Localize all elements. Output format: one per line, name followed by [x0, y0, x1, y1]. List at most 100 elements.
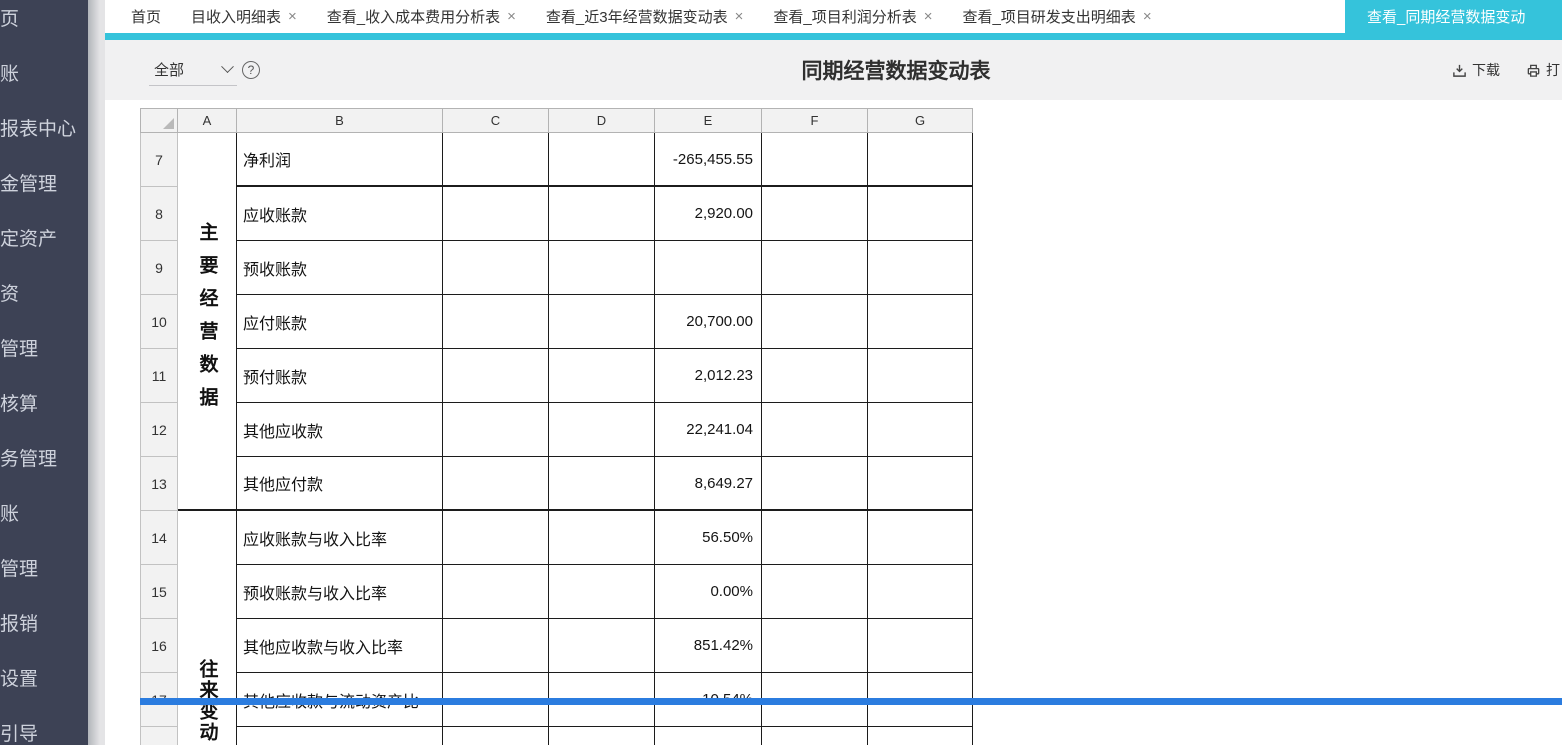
cell-e-value[interactable]: 2,920.00 [655, 187, 762, 241]
cell[interactable] [868, 457, 973, 511]
cell[interactable] [868, 619, 973, 673]
close-icon[interactable]: × [1142, 8, 1152, 25]
cell[interactable] [549, 241, 655, 295]
row-number-cell[interactable]: 15 [140, 565, 178, 619]
cell[interactable] [443, 349, 549, 403]
horizontal-scrollbar[interactable] [140, 698, 1562, 705]
tab[interactable]: 首页 [131, 6, 161, 27]
cell[interactable] [762, 349, 868, 403]
sidebar-item[interactable]: 账 [0, 45, 88, 100]
column-header-cell[interactable]: F [762, 108, 868, 133]
cell[interactable] [549, 727, 655, 745]
sidebar-item[interactable]: 管理 [0, 320, 88, 375]
cell[interactable] [443, 727, 549, 745]
cell-b-label[interactable]: 预收账款与收入比率 [237, 565, 443, 619]
row-number-cell[interactable]: 18 [140, 727, 178, 745]
help-icon[interactable]: ? [242, 61, 260, 79]
row-number-cell[interactable]: 13 [140, 457, 178, 511]
cell-b-label[interactable]: 应付账款与收入比率 [237, 727, 443, 745]
sidebar-item[interactable]: 账 [0, 485, 88, 540]
cell[interactable] [762, 133, 868, 187]
cell-e-value[interactable] [655, 241, 762, 295]
cell-b-label[interactable]: 预付账款 [237, 349, 443, 403]
cell-e-value[interactable]: 56.50% [655, 511, 762, 565]
close-icon[interactable]: × [507, 8, 516, 25]
cell[interactable] [549, 187, 655, 241]
tab[interactable]: 查看_项目利润分析表 × [773, 6, 932, 27]
cell[interactable] [443, 295, 549, 349]
cell[interactable] [762, 295, 868, 349]
group-cell[interactable]: 往来变动 [178, 511, 237, 745]
cell[interactable] [549, 403, 655, 457]
sidebar-item[interactable]: 管理 [0, 540, 88, 595]
cell[interactable] [762, 187, 868, 241]
close-icon[interactable]: × [734, 8, 744, 25]
column-header-cell[interactable]: D [549, 108, 655, 133]
column-header-cell[interactable]: B [237, 108, 443, 133]
row-number-cell[interactable]: 9 [140, 241, 178, 295]
corner-cell[interactable] [140, 108, 178, 133]
cell[interactable] [762, 511, 868, 565]
sidebar-item[interactable]: 资 [0, 265, 88, 320]
cell-e-value[interactable]: 851.42% [655, 619, 762, 673]
cell-e-value[interactable]: -265,455.55 [655, 133, 762, 187]
cell-b-label[interactable]: 其他应收款 [237, 403, 443, 457]
cell-e-value[interactable]: 8,649.27 [655, 457, 762, 511]
cell[interactable] [868, 727, 973, 745]
cell[interactable] [868, 403, 973, 457]
cell[interactable] [549, 349, 655, 403]
cell-e-value[interactable]: 2,012.23 [655, 349, 762, 403]
cell-e-value[interactable]: 400.50% [655, 727, 762, 745]
tab[interactable]: 查看_近3年经营数据变动表 × [546, 6, 743, 27]
sidebar-item[interactable]: 核算 [0, 375, 88, 430]
cell[interactable] [762, 565, 868, 619]
cell[interactable] [549, 565, 655, 619]
cell-b-label[interactable]: 其他应收款与收入比率 [237, 619, 443, 673]
cell[interactable] [868, 511, 973, 565]
cell-e-value[interactable]: 0.00% [655, 565, 762, 619]
cell[interactable] [762, 457, 868, 511]
close-icon[interactable]: × [923, 8, 933, 25]
cell-b-label[interactable]: 其他应付款 [237, 457, 443, 511]
filter-select[interactable]: 全部 [149, 54, 237, 86]
cell[interactable] [443, 133, 549, 187]
cell[interactable] [762, 619, 868, 673]
cell[interactable] [443, 241, 549, 295]
cell-e-value[interactable]: 22,241.04 [655, 403, 762, 457]
column-header-cell[interactable]: A [178, 108, 237, 133]
row-number-cell[interactable]: 7 [140, 133, 178, 187]
cell[interactable] [549, 619, 655, 673]
cell-e-value[interactable]: 20,700.00 [655, 295, 762, 349]
cell[interactable] [549, 295, 655, 349]
cell[interactable] [443, 457, 549, 511]
group-cell[interactable]: 主要经营数据 [178, 133, 237, 511]
cell[interactable] [443, 619, 549, 673]
column-header-cell[interactable]: E [655, 108, 762, 133]
cell[interactable] [549, 457, 655, 511]
sidebar-item[interactable]: 金管理 [0, 155, 88, 210]
cell[interactable] [868, 565, 973, 619]
cell[interactable] [868, 295, 973, 349]
cell-b-label[interactable]: 应收账款与收入比率 [237, 511, 443, 565]
cell[interactable] [868, 187, 973, 241]
cell-b-label[interactable]: 净利润 [237, 133, 443, 187]
row-number-cell[interactable]: 12 [140, 403, 178, 457]
row-number-cell[interactable]: 14 [140, 511, 178, 565]
sidebar-item[interactable]: 定资产 [0, 210, 88, 265]
cell[interactable] [443, 403, 549, 457]
column-header-cell[interactable]: C [443, 108, 549, 133]
cell-b-label[interactable]: 应付账款 [237, 295, 443, 349]
sidebar-item[interactable]: 页 [0, 0, 88, 45]
tab[interactable]: 目收入明细表 × [191, 6, 297, 27]
cell-b-label[interactable]: 预收账款 [237, 241, 443, 295]
row-number-cell[interactable]: 16 [140, 619, 178, 673]
sidebar-item[interactable]: 报销 [0, 595, 88, 650]
print-button[interactable]: 打 [1526, 60, 1560, 80]
cell[interactable] [868, 241, 973, 295]
sidebar-item[interactable]: 引导 [0, 705, 88, 745]
row-number-cell[interactable]: 10 [140, 295, 178, 349]
sidebar-item[interactable]: 务管理 [0, 430, 88, 485]
cell[interactable] [762, 403, 868, 457]
row-number-cell[interactable]: 11 [140, 349, 178, 403]
tab[interactable]: 查看_项目研发支出明细表 × [962, 6, 1151, 27]
